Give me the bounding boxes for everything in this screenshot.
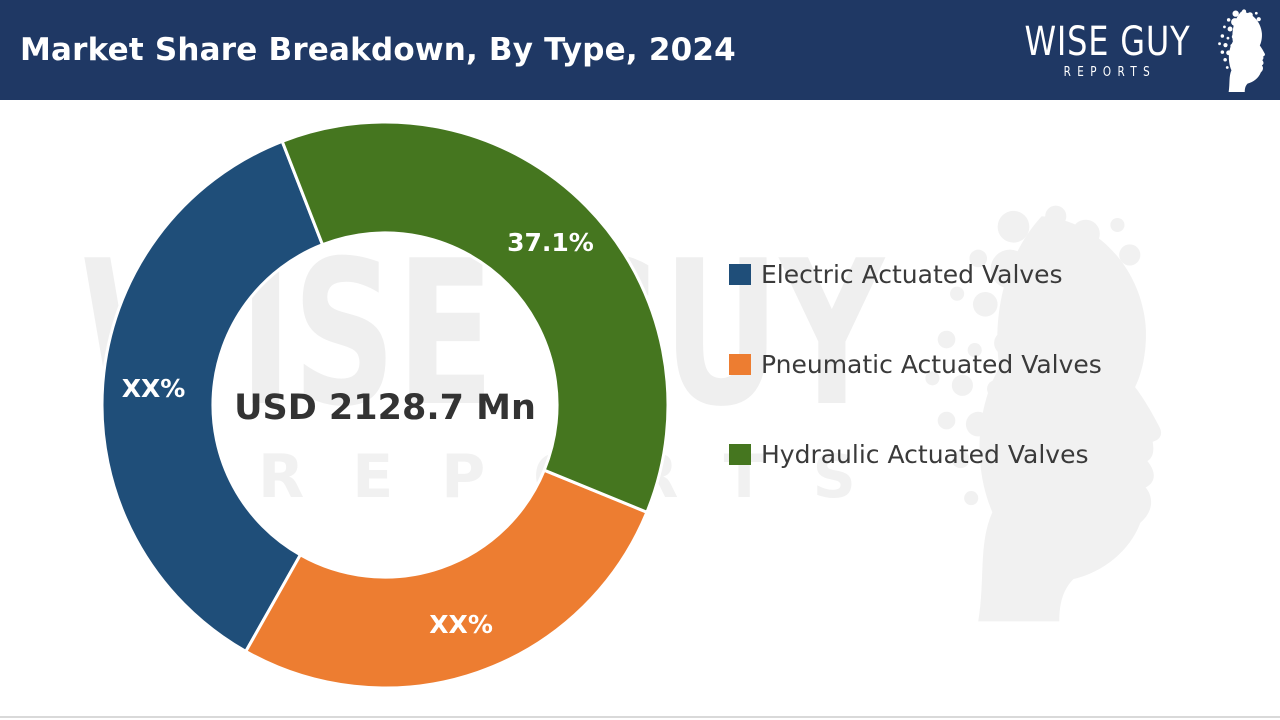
brand-subtitle: REPORTS <box>1063 65 1156 80</box>
brand-wordmark: WISE GUY REPORTS <box>1024 20 1190 80</box>
legend-swatch <box>729 353 751 375</box>
legend-swatch <box>729 443 751 465</box>
legend-label: Pneumatic Actuated Valves <box>761 349 1102 379</box>
slice-electric-actuated-valves <box>100 139 324 653</box>
legend-label: Electric Actuated Valves <box>761 259 1063 289</box>
legend: Electric Actuated Valves Pneumatic Actua… <box>729 260 1102 530</box>
donut-chart: XX% XX% 37.1% <box>100 120 670 690</box>
legend-swatch <box>729 263 751 285</box>
slice-label: XX% <box>122 374 186 403</box>
legend-item-hydraulic-actuated-valves: Hydraulic Actuated Valves <box>729 439 1102 469</box>
bottom-border <box>0 716 1280 718</box>
slice-label: 37.1% <box>507 228 594 257</box>
slice-pneumatic-actuated-valves <box>244 468 649 690</box>
legend-item-pneumatic-actuated-valves: Pneumatic Actuated Valves <box>729 349 1102 379</box>
brand-name: WISE GUY <box>1024 19 1190 65</box>
slice-hydraulic-actuated-valves <box>280 120 670 514</box>
brand-logo: WISE GUY REPORTS <box>983 6 1266 94</box>
page-title: Market Share Breakdown, By Type, 2024 <box>20 32 736 68</box>
header: Market Share Breakdown, By Type, 2024 WI… <box>0 0 1280 100</box>
chart-center-value: USD 2128.7 Mn <box>234 388 536 428</box>
brand-face-icon <box>1218 9 1265 92</box>
slice-label: XX% <box>429 610 493 639</box>
legend-label: Hydraulic Actuated Valves <box>761 439 1089 469</box>
legend-item-electric-actuated-valves: Electric Actuated Valves <box>729 259 1102 289</box>
